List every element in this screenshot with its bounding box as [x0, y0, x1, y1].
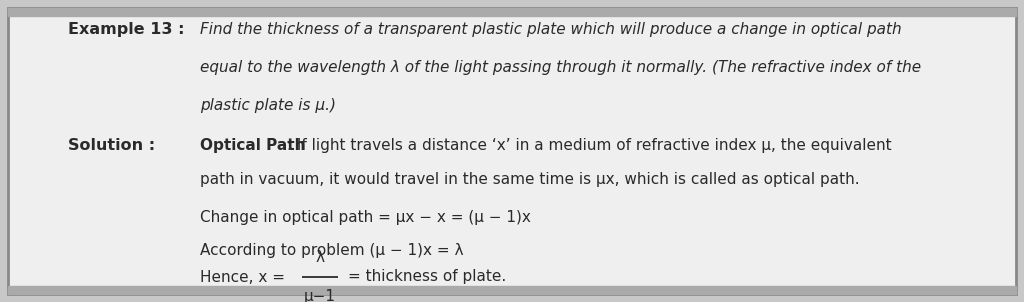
Text: λ: λ	[315, 250, 325, 265]
Text: μ−1: μ−1	[304, 289, 336, 302]
Text: Change in optical path = μx − x = (μ − 1)x: Change in optical path = μx − x = (μ − 1…	[200, 210, 530, 225]
Text: plastic plate is μ.): plastic plate is μ.)	[200, 98, 336, 113]
Text: Example 13 :: Example 13 :	[68, 22, 184, 37]
FancyBboxPatch shape	[8, 8, 1016, 294]
Text: Solution :: Solution :	[68, 138, 155, 153]
Text: Optical Path: Optical Path	[200, 138, 305, 153]
Text: path in vacuum, it would travel in the same time is μx, which is called as optic: path in vacuum, it would travel in the s…	[200, 172, 859, 187]
Text: According to problem (μ − 1)x = λ: According to problem (μ − 1)x = λ	[200, 243, 464, 258]
Bar	[8, 286, 1016, 294]
Text: Hence, x =: Hence, x =	[200, 269, 285, 284]
Bar	[8, 8, 1016, 16]
Text: = thickness of plate.: = thickness of plate.	[348, 269, 506, 284]
Text: Find the thickness of a transparent plastic plate which will produce a change in: Find the thickness of a transparent plas…	[200, 22, 901, 37]
Text: : If light travels a distance ‘x’ in a medium of refractive index μ, the equival: : If light travels a distance ‘x’ in a m…	[282, 138, 892, 153]
Text: equal to the wavelength λ of the light passing through it normally. (The refract: equal to the wavelength λ of the light p…	[200, 60, 922, 75]
